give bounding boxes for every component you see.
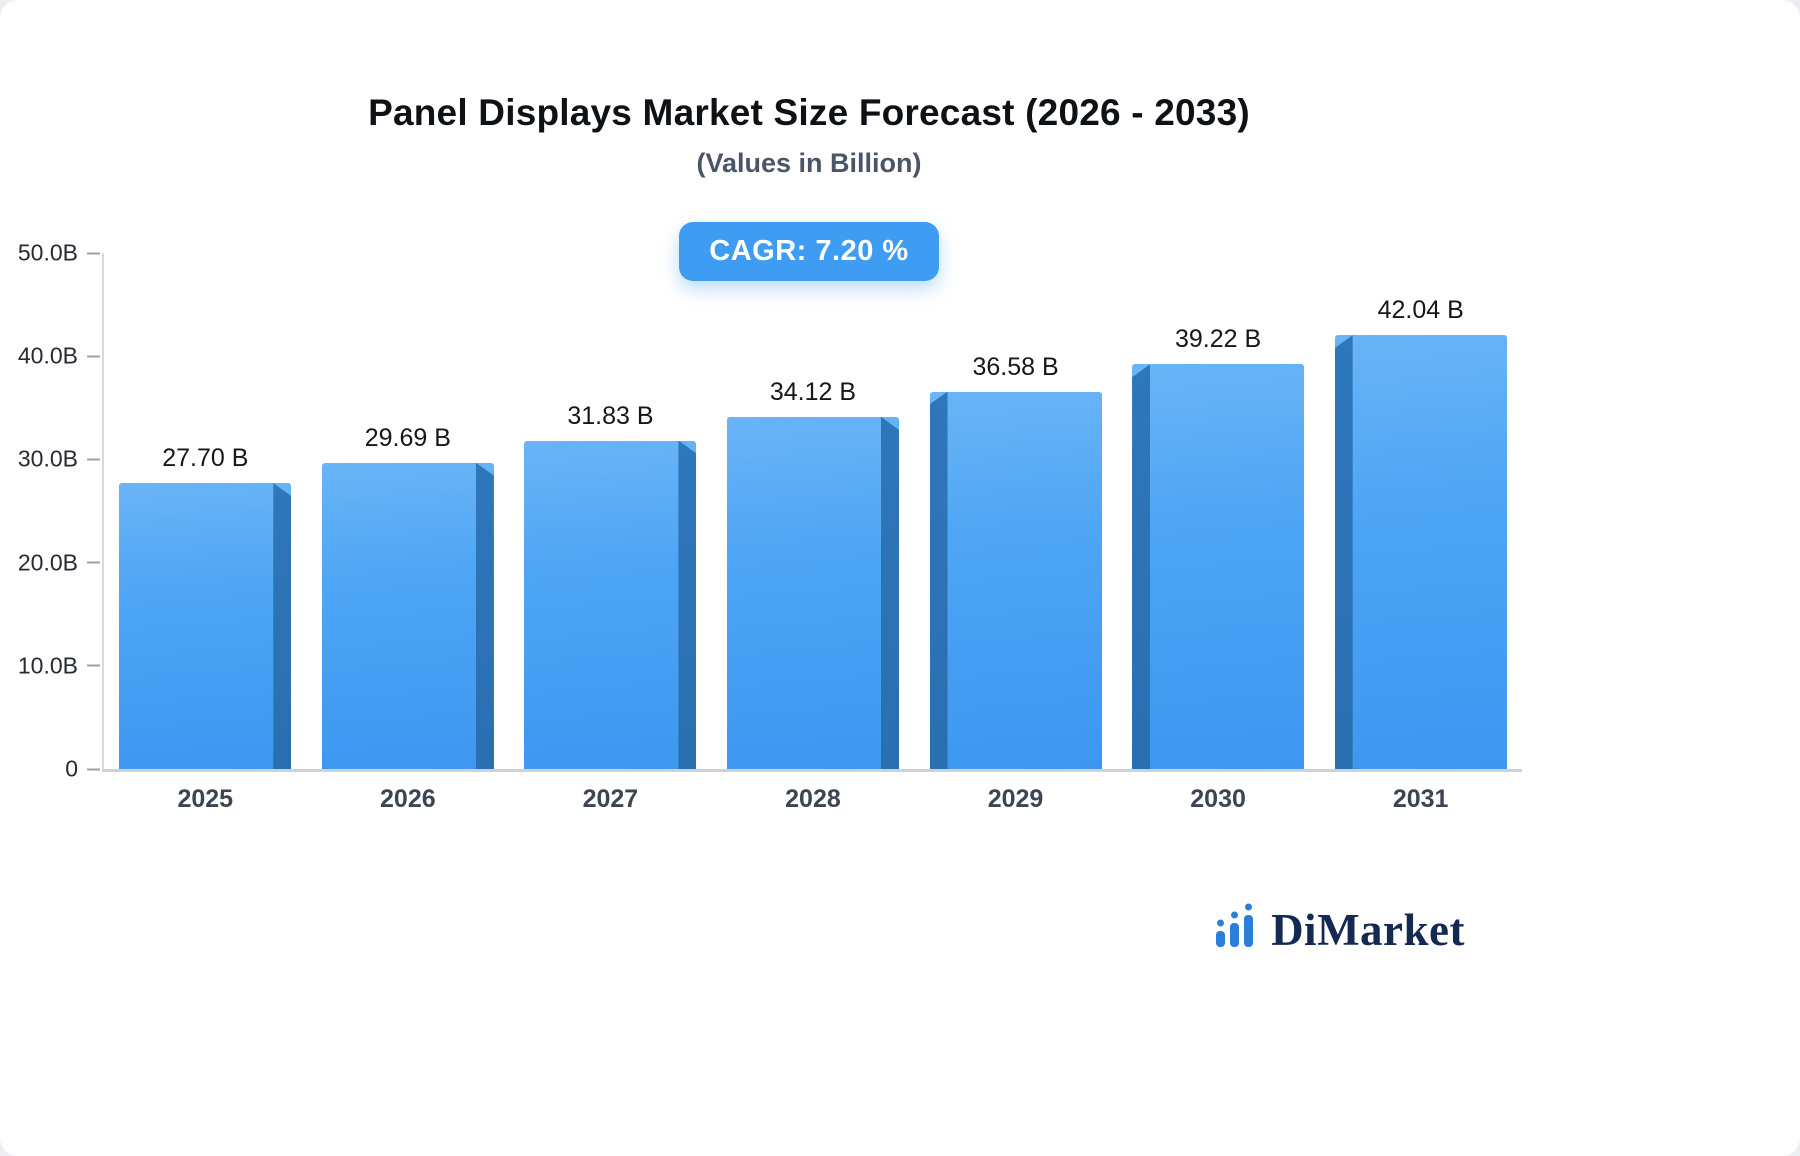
bar-slot: 42.04 B 2031 bbox=[1334, 253, 1507, 813]
x-axis-label: 2028 bbox=[785, 785, 841, 813]
bar: 34.12 B bbox=[726, 378, 899, 769]
y-axis: 50.0B 40.0B 30.0B 20.0B 10.0B 0 bbox=[0, 240, 100, 782]
tick-dash bbox=[87, 664, 100, 667]
x-axis-label: 2026 bbox=[380, 785, 436, 813]
y-tick: 30.0B bbox=[18, 446, 100, 473]
cagr-badge-row: CAGR: 7.20 % bbox=[0, 222, 1618, 281]
bar-side-face bbox=[1334, 335, 1353, 769]
x-axis-label: 2029 bbox=[987, 785, 1044, 813]
plot-area: 27.70 B 2025 29.69 B 2026 31.83 B 2027 34.12 B… bbox=[102, 253, 1522, 813]
x-axis-label: 2027 bbox=[582, 785, 639, 813]
bar: 29.69 B bbox=[321, 424, 494, 769]
bar-slot: 29.69 B 2026 bbox=[321, 253, 494, 813]
bar-slot: 27.70 B 2025 bbox=[119, 253, 292, 813]
y-tick-label: 20.0B bbox=[17, 549, 78, 576]
logo-text: DiMarket bbox=[1271, 904, 1465, 955]
bar-slot: 31.83 B 2027 bbox=[524, 253, 697, 813]
tick-dash bbox=[87, 458, 100, 461]
y-tick: 40.0B bbox=[18, 343, 100, 370]
tick-dash bbox=[87, 768, 100, 770]
tick-dash bbox=[87, 355, 100, 358]
y-tick: 50.0B bbox=[18, 240, 100, 267]
bar-side-face bbox=[1132, 364, 1151, 769]
bar-value-label: 27.70 B bbox=[162, 444, 249, 473]
y-tick-label: 30.0B bbox=[17, 445, 78, 472]
bar-slot: 36.58 B 2029 bbox=[929, 253, 1102, 813]
cagr-badge: CAGR: 7.20 % bbox=[679, 222, 939, 281]
bar-slot: 34.12 B 2028 bbox=[726, 253, 899, 813]
bar: 36.58 B bbox=[929, 353, 1102, 769]
x-axis-label: 2030 bbox=[1190, 785, 1246, 813]
x-axis-label: 2025 bbox=[177, 785, 234, 813]
bar-side-face bbox=[678, 440, 697, 769]
bar-side-face bbox=[273, 483, 292, 769]
bar-side-face bbox=[929, 391, 948, 769]
bar: 42.04 B bbox=[1334, 296, 1507, 769]
y-tick: 10.0B bbox=[18, 652, 100, 679]
bar: 31.83 B bbox=[524, 402, 697, 769]
bar-value-label: 34.12 B bbox=[769, 377, 857, 406]
tick-dash bbox=[87, 561, 100, 564]
y-tick: 0 bbox=[65, 756, 100, 783]
bar-value-label: 36.58 B bbox=[972, 352, 1059, 381]
y-tick-label: 50.0B bbox=[17, 239, 78, 266]
bar-side-face bbox=[475, 462, 494, 769]
bar-side-face bbox=[880, 416, 899, 769]
tick-dash bbox=[87, 252, 100, 254]
chart-title: Panel Displays Market Size Forecast (202… bbox=[368, 92, 1250, 133]
bar-value-label: 31.83 B bbox=[567, 401, 654, 430]
y-tick-label: 0 bbox=[65, 755, 78, 782]
bar: 39.22 B bbox=[1132, 325, 1305, 769]
y-tick-label: 10.0B bbox=[17, 652, 78, 679]
logo: DiMarket bbox=[1211, 903, 1465, 956]
x-axis-label: 2031 bbox=[1392, 785, 1449, 813]
chart-subtitle: (Values in Billion) bbox=[696, 148, 922, 178]
bar-value-label: 29.69 B bbox=[364, 423, 451, 452]
bar-value-label: 42.04 B bbox=[1377, 296, 1464, 325]
y-tick: 20.0B bbox=[18, 549, 100, 576]
y-tick-label: 40.0B bbox=[17, 342, 78, 369]
bar-chart-icon bbox=[1211, 903, 1259, 956]
bar-slot: 39.22 B 2030 bbox=[1132, 253, 1305, 813]
bar: 27.70 B bbox=[119, 444, 292, 769]
bar-value-label: 39.22 B bbox=[1175, 325, 1262, 354]
